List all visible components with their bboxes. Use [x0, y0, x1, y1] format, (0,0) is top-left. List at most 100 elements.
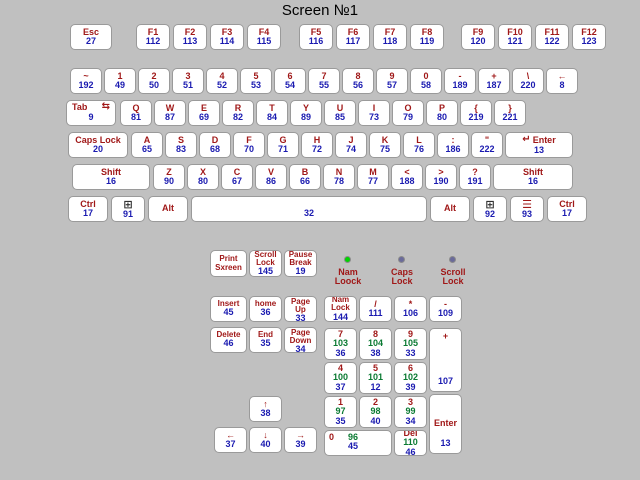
key-page-down[interactable]: Page Down 34 [284, 327, 317, 353]
key-numpad-1[interactable]: 1 97 35 [324, 396, 357, 428]
key-menu[interactable]: ☰ 93 [510, 196, 544, 222]
key-win-left[interactable]: ⊞ 91 [111, 196, 145, 222]
key-numpad-divide[interactable]: / 111 [359, 296, 392, 322]
key-v[interactable]: V 86 [255, 164, 287, 190]
key-arrow-down[interactable]: ↓ 40 [249, 427, 282, 453]
key-enter[interactable]: ↵ Enter 13 [505, 132, 573, 158]
key-alt-right[interactable]: Alt [430, 196, 470, 222]
key-print-screen[interactable]: Print Sxreen [210, 250, 247, 277]
key-shift-left[interactable]: Shift 16 [72, 164, 150, 190]
key-comma[interactable]: < 188 [391, 164, 423, 190]
key-plus[interactable]: + 187 [478, 68, 510, 94]
key-f6[interactable]: F6 117 [336, 24, 370, 50]
key-numpad-2[interactable]: 2 98 40 [359, 396, 392, 428]
key-f5[interactable]: F5 116 [299, 24, 333, 50]
key-numpad-6[interactable]: 6 102 39 [394, 362, 427, 394]
key-4[interactable]: 4 52 [206, 68, 238, 94]
key-0[interactable]: 0 58 [410, 68, 442, 94]
key-3[interactable]: 3 51 [172, 68, 204, 94]
key-numpad-0[interactable]: 0 96 45 [324, 430, 392, 456]
key-delete[interactable]: Delete 46 [210, 327, 247, 353]
key-9[interactable]: 9 57 [376, 68, 408, 94]
key-o[interactable]: O 79 [392, 100, 424, 126]
key-e[interactable]: E 69 [188, 100, 220, 126]
key-numpad-7[interactable]: 7 103 36 [324, 328, 357, 360]
key-numpad-4[interactable]: 4 100 37 [324, 362, 357, 394]
key-num-lock[interactable]: Nam Lock 144 [324, 296, 357, 322]
key-insert[interactable]: Insert 45 [210, 296, 247, 322]
key-numpad-8[interactable]: 8 104 38 [359, 328, 392, 360]
key-k[interactable]: K 75 [369, 132, 401, 158]
key-z[interactable]: Z 90 [153, 164, 185, 190]
key-numpad-5[interactable]: 5 101 12 [359, 362, 392, 394]
key-i[interactable]: I 73 [358, 100, 390, 126]
key-alt-left[interactable]: Alt [148, 196, 188, 222]
key-numpad-3[interactable]: 3 99 34 [394, 396, 427, 428]
key-numpad-subtract[interactable]: - 109 [429, 296, 462, 322]
key-tilde[interactable]: ~ 192 [70, 68, 102, 94]
key-semicolon[interactable]: : 186 [437, 132, 469, 158]
key-period[interactable]: > 190 [425, 164, 457, 190]
key-page-up[interactable]: Page Up 33 [284, 296, 317, 322]
key-w[interactable]: W 87 [154, 100, 186, 126]
key-bracket-right[interactable]: } 221 [494, 100, 526, 126]
key-tab[interactable]: Tab ⇆ 9 [66, 100, 116, 126]
key-f1[interactable]: F1 112 [136, 24, 170, 50]
key-home[interactable]: home 36 [249, 296, 282, 322]
key-numpad-add[interactable]: + 107 [429, 328, 462, 392]
key-minus[interactable]: - 189 [444, 68, 476, 94]
key-g[interactable]: G 71 [267, 132, 299, 158]
key-backslash[interactable]: \ 220 [512, 68, 544, 94]
key-n[interactable]: N 78 [323, 164, 355, 190]
key-6[interactable]: 6 54 [274, 68, 306, 94]
key-h[interactable]: H 72 [301, 132, 333, 158]
key-s[interactable]: S 83 [165, 132, 197, 158]
key-numpad-9[interactable]: 9 105 33 [394, 328, 427, 360]
key-f8[interactable]: F8 119 [410, 24, 444, 50]
key-5[interactable]: 5 53 [240, 68, 272, 94]
key-numpad-multiply[interactable]: * 106 [394, 296, 427, 322]
key-shift-right[interactable]: Shift 16 [493, 164, 573, 190]
key-quote[interactable]: " 222 [471, 132, 503, 158]
key-bracket-left[interactable]: { 219 [460, 100, 492, 126]
key-t[interactable]: T 84 [256, 100, 288, 126]
key-scroll-lock[interactable]: Scroll Lock 145 [249, 250, 282, 277]
key-win-right[interactable]: ⊞ 92 [473, 196, 507, 222]
key-b[interactable]: B 66 [289, 164, 321, 190]
key-f2[interactable]: F2 113 [173, 24, 207, 50]
key-7[interactable]: 7 55 [308, 68, 340, 94]
key-2[interactable]: 2 50 [138, 68, 170, 94]
key-ctrl-right[interactable]: Ctrl 17 [547, 196, 587, 222]
key-p[interactable]: P 80 [426, 100, 458, 126]
key-c[interactable]: C 67 [221, 164, 253, 190]
key-j[interactable]: J 74 [335, 132, 367, 158]
key-y[interactable]: Y 89 [290, 100, 322, 126]
key-f3[interactable]: F3 114 [210, 24, 244, 50]
key-ctrl-left[interactable]: Ctrl 17 [68, 196, 108, 222]
key-f12[interactable]: F12 123 [572, 24, 606, 50]
key-m[interactable]: M 77 [357, 164, 389, 190]
key-f7[interactable]: F7 118 [373, 24, 407, 50]
key-numpad-enter[interactable]: Enter 13 [429, 394, 462, 454]
key-arrow-left[interactable]: ← 37 [214, 427, 247, 453]
key-d[interactable]: D 68 [199, 132, 231, 158]
key-numpad-del[interactable]: Del 110 46 [394, 430, 427, 456]
key-arrow-right[interactable]: → 39 [284, 427, 317, 453]
key-1[interactable]: 1 49 [104, 68, 136, 94]
key-l[interactable]: L 76 [403, 132, 435, 158]
key-8[interactable]: 8 56 [342, 68, 374, 94]
key-f11[interactable]: F11 122 [535, 24, 569, 50]
key-f10[interactable]: F10 121 [498, 24, 532, 50]
key-caps-lock[interactable]: Caps Lock 20 [68, 132, 128, 158]
key-esc[interactable]: Esc 27 [70, 24, 112, 50]
key-backspace[interactable]: ← 8 [546, 68, 578, 94]
key-slash[interactable]: ? 191 [459, 164, 491, 190]
key-arrow-up[interactable]: ↑ 38 [249, 396, 282, 422]
key-a[interactable]: A 65 [131, 132, 163, 158]
key-f9[interactable]: F9 120 [461, 24, 495, 50]
key-x[interactable]: X 80 [187, 164, 219, 190]
key-end[interactable]: End 35 [249, 327, 282, 353]
key-r[interactable]: R 82 [222, 100, 254, 126]
key-f[interactable]: F 70 [233, 132, 265, 158]
key-u[interactable]: U 85 [324, 100, 356, 126]
